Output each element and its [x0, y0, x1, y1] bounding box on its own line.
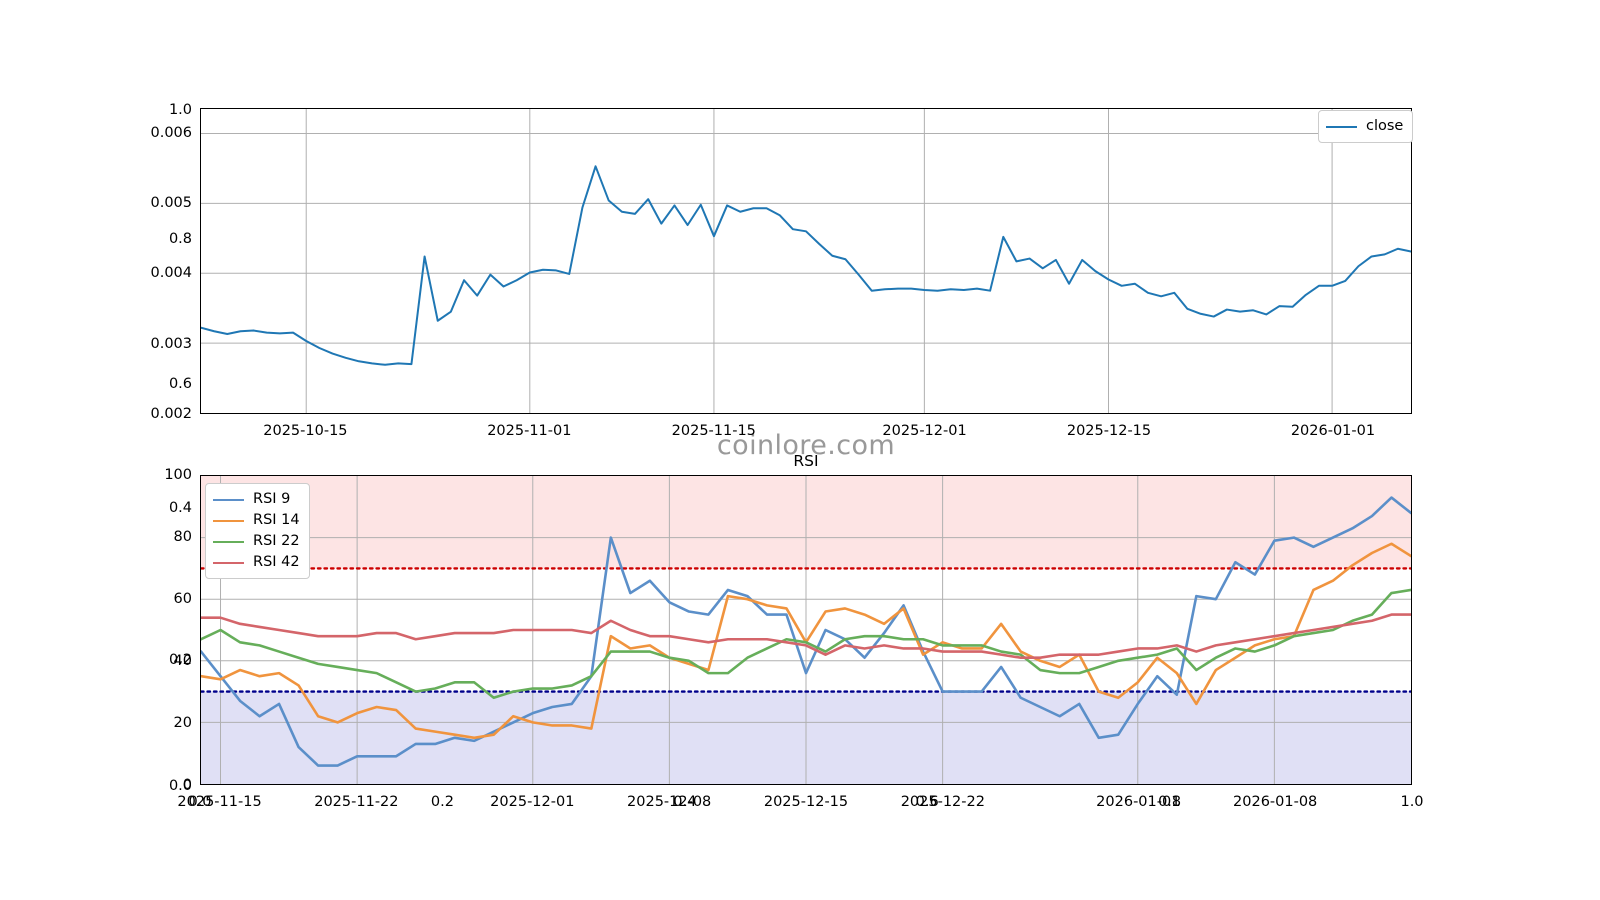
legend-label: RSI 22 — [253, 533, 300, 550]
price-x-tick: 2025-12-15 — [1066, 423, 1152, 439]
rsi-x-tick: 2026-01-01 — [1096, 794, 1181, 810]
rsi-y-tick: 80 — [173, 529, 192, 545]
rsi-y-tick: 0 — [182, 777, 192, 793]
legend-line-swatch — [213, 540, 244, 543]
price-y-tick: 0.003 — [150, 335, 192, 352]
rsi-legend-item[interactable]: RSI 42 — [213, 552, 300, 573]
rsi-x-tick: 2025-11-15 — [177, 794, 262, 810]
rsi-x-tick: 2025-12-15 — [763, 794, 849, 810]
rsi-y-ghost-tick: 0.4 — [168, 500, 192, 516]
rsi-chart-panel — [200, 475, 1412, 785]
coinlore-watermark: coinlore.com — [716, 430, 896, 461]
price-legend-item[interactable]: close — [1326, 116, 1403, 137]
price-plot-area — [201, 109, 1411, 413]
rsi-x-ghost-tick: 0.6 — [915, 794, 939, 810]
price-y-ghost-tick: 0.6 — [168, 376, 192, 392]
rsi-x-ghost-tick: 0.8 — [1158, 794, 1182, 810]
price-y-ghost-tick: 1.0 — [168, 102, 192, 118]
rsi-y-ghost-tick: 0.2 — [168, 652, 192, 668]
legend-label: RSI 14 — [253, 512, 300, 529]
price-y-tick: 0.002 — [150, 406, 192, 422]
price-x-tick: 2025-12-01 — [882, 423, 967, 439]
rsi-x-tick: 2025-11-22 — [314, 794, 399, 810]
legend-label: close — [1366, 118, 1404, 135]
legend-line-swatch — [1326, 125, 1357, 128]
price-y-tick: 0.004 — [150, 265, 192, 282]
rsi-x-tick: 2025-12-08 — [627, 794, 712, 810]
rsi-chart-title: RSI — [793, 452, 819, 470]
rsi-y-tick: 40 — [173, 653, 192, 669]
price-x-tick: 2025-10-15 — [263, 423, 348, 439]
rsi-legend-item[interactable]: RSI 14 — [213, 510, 300, 531]
price-chart-legend[interactable]: close — [1318, 110, 1414, 143]
rsi-x-tick: 2025-12-01 — [490, 794, 575, 810]
rsi-legend-item[interactable]: RSI 9 — [213, 489, 300, 510]
rsi-y-tick: 20 — [173, 715, 192, 731]
rsi-x-ghost-tick: 1.0 — [1400, 794, 1424, 810]
price-y-ghost-tick: 0.8 — [168, 231, 192, 247]
rsi-y-ghost-tick: 0.0 — [168, 778, 192, 794]
rsi-x-ghost-tick: 0.2 — [430, 794, 454, 810]
rsi-y-tick: 100 — [164, 467, 192, 483]
price-x-tick: 2025-11-15 — [671, 423, 756, 439]
rsi-chart-legend[interactable]: RSI 9 RSI 14 RSI 22 RSI 42 — [205, 483, 310, 579]
rsi-y-tick: 60 — [173, 591, 192, 607]
rsi-legend-item[interactable]: RSI 22 — [213, 531, 300, 552]
price-y-tick: 0.005 — [150, 194, 192, 211]
rsi-x-tick: 2025-12-22 — [900, 794, 985, 810]
legend-label: RSI 42 — [253, 554, 300, 571]
legend-label: RSI 9 — [253, 491, 291, 508]
price-x-tick: 2026-01-01 — [1290, 423, 1376, 439]
rsi-x-ghost-tick: 0.0 — [188, 794, 212, 810]
price-chart-panel — [200, 108, 1412, 414]
rsi-x-tick: 2026-01-08 — [1233, 794, 1318, 810]
legend-line-swatch — [213, 519, 244, 522]
rsi-plot-area — [201, 476, 1411, 784]
legend-line-swatch — [213, 561, 244, 564]
price-y-tick: 0.006 — [150, 124, 192, 141]
price-x-tick: 2025-11-01 — [487, 423, 572, 439]
legend-line-swatch — [213, 498, 244, 501]
rsi-x-ghost-tick: 0.4 — [673, 794, 697, 810]
